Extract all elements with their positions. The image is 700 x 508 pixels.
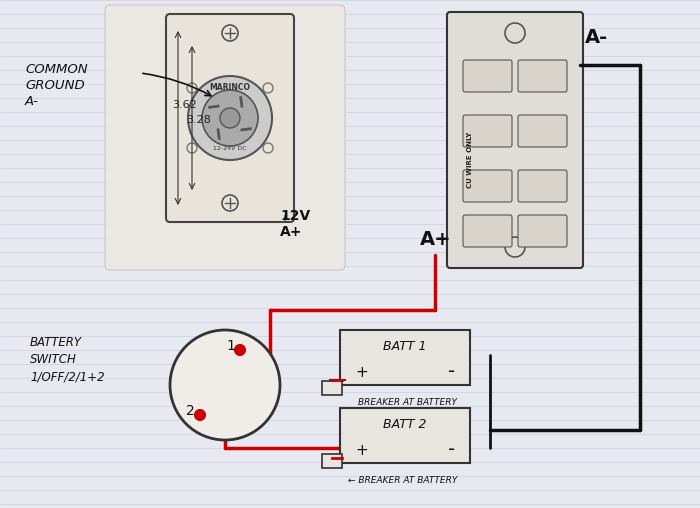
- Text: 12V
A+: 12V A+: [280, 209, 310, 239]
- Text: A+: A+: [420, 230, 452, 249]
- Circle shape: [170, 330, 280, 440]
- FancyBboxPatch shape: [322, 454, 342, 468]
- Text: +: +: [355, 443, 368, 458]
- Text: 3.62: 3.62: [172, 100, 197, 110]
- Text: 2: 2: [186, 404, 195, 418]
- FancyBboxPatch shape: [518, 60, 567, 92]
- Text: A-: A-: [585, 28, 608, 47]
- FancyBboxPatch shape: [447, 12, 583, 268]
- FancyBboxPatch shape: [518, 170, 567, 202]
- Circle shape: [235, 345, 245, 355]
- FancyBboxPatch shape: [518, 115, 567, 147]
- FancyBboxPatch shape: [518, 215, 567, 247]
- Text: BATTERY
SWITCH
1/OFF/2/1+2: BATTERY SWITCH 1/OFF/2/1+2: [30, 336, 104, 383]
- FancyBboxPatch shape: [322, 381, 342, 395]
- Text: ← BREAKER AT BATTERY: ← BREAKER AT BATTERY: [348, 476, 457, 485]
- Text: COMMON
GROUND
A-: COMMON GROUND A-: [25, 63, 88, 108]
- FancyBboxPatch shape: [340, 330, 470, 385]
- FancyBboxPatch shape: [105, 5, 345, 270]
- FancyBboxPatch shape: [166, 14, 294, 222]
- Text: BREAKER AT BATTERY: BREAKER AT BATTERY: [358, 398, 457, 407]
- Text: -: -: [448, 362, 455, 381]
- Text: 12-24V DC: 12-24V DC: [214, 145, 247, 150]
- Text: +: +: [355, 365, 368, 380]
- Circle shape: [220, 108, 240, 128]
- Text: -: -: [448, 440, 455, 459]
- FancyBboxPatch shape: [463, 170, 512, 202]
- Text: 1: 1: [226, 339, 235, 353]
- Circle shape: [202, 90, 258, 146]
- Circle shape: [188, 76, 272, 160]
- FancyBboxPatch shape: [463, 115, 512, 147]
- Text: BATT 1: BATT 1: [384, 340, 427, 353]
- Text: CU WIRE ONLY: CU WIRE ONLY: [467, 132, 473, 188]
- Circle shape: [195, 410, 205, 420]
- Text: MARINCO: MARINCO: [209, 83, 251, 92]
- FancyBboxPatch shape: [463, 215, 512, 247]
- Text: 3.28: 3.28: [186, 115, 211, 125]
- FancyBboxPatch shape: [340, 408, 470, 463]
- FancyBboxPatch shape: [463, 60, 512, 92]
- Text: BATT 2: BATT 2: [384, 418, 427, 431]
